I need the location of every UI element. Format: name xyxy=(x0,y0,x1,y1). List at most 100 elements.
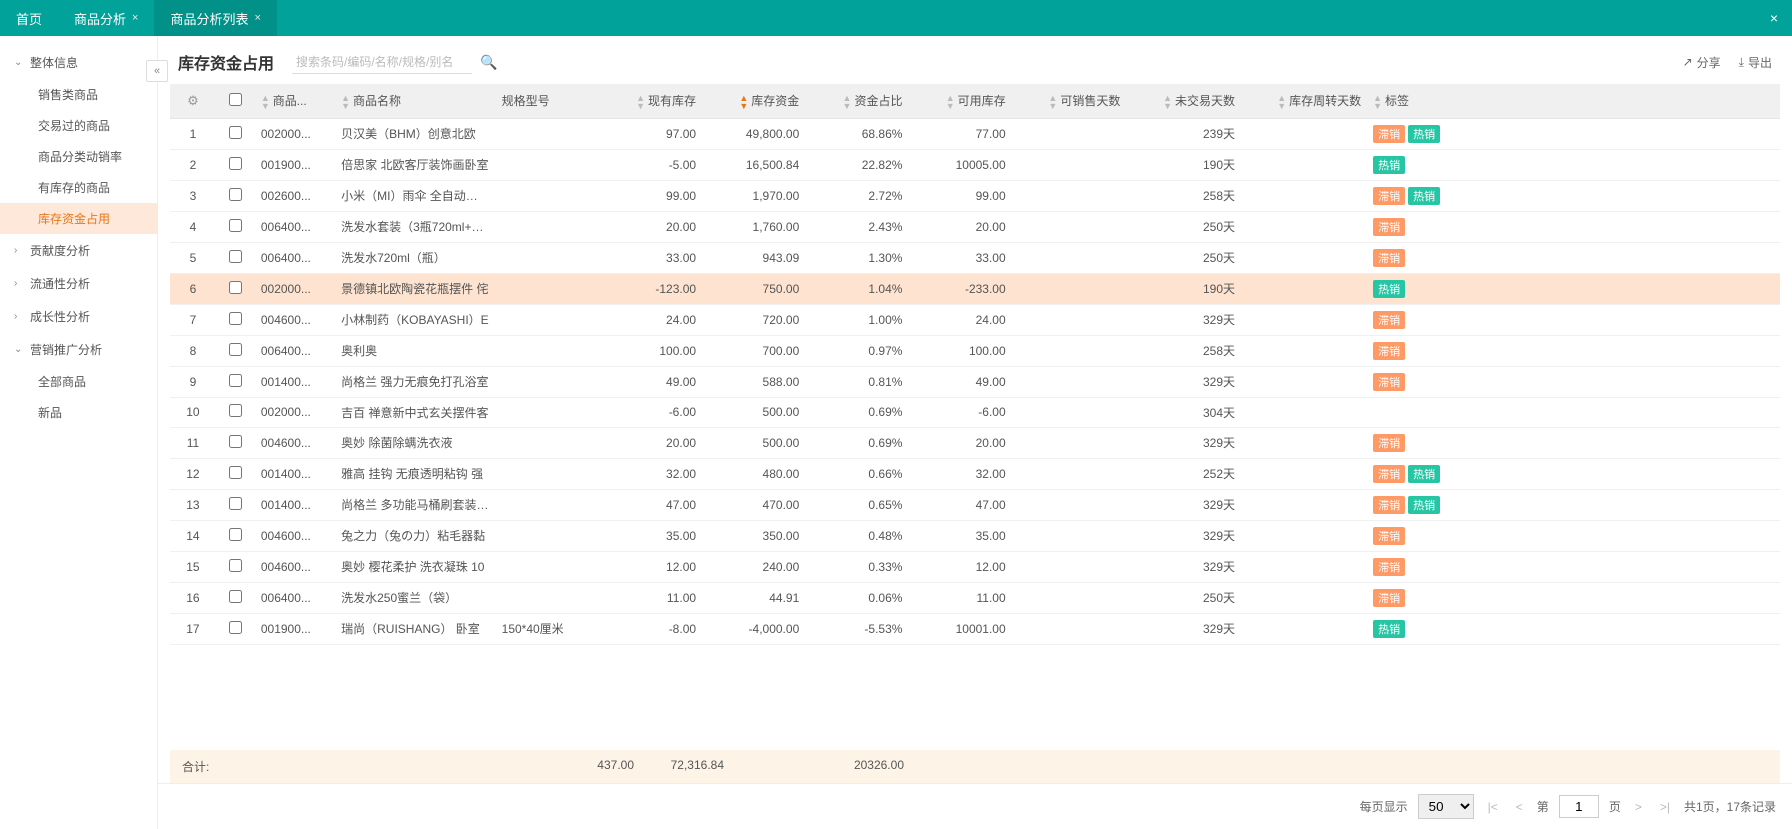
row-checkbox[interactable] xyxy=(229,559,242,572)
row-checkbox[interactable] xyxy=(229,188,242,201)
column-header[interactable]: ▲▼可销售天数 xyxy=(1012,84,1127,118)
column-header[interactable]: ▲▼商品... xyxy=(255,84,335,118)
table-row[interactable]: 9001400...尚格兰 强力无痕免打孔浴室49.00588.000.81%4… xyxy=(170,366,1780,397)
export-button[interactable]: ⤓ 导出 xyxy=(1739,54,1772,71)
close-icon[interactable]: × xyxy=(254,12,260,24)
next-page-button[interactable]: > xyxy=(1631,800,1646,814)
sort-icon[interactable]: ▲▼ xyxy=(843,94,852,110)
cell-tags: 滞销 xyxy=(1367,427,1780,458)
row-checkbox[interactable] xyxy=(229,312,242,325)
table-row[interactable]: 3002600...小米（MI）雨伞 全自动折叠99.001,970.002.7… xyxy=(170,180,1780,211)
table-row[interactable]: 8006400...奥利奥100.00700.000.97%100.00258天… xyxy=(170,335,1780,366)
tab[interactable]: 商品分析× xyxy=(58,0,154,36)
row-checkbox[interactable] xyxy=(229,126,242,139)
cell-name: 尚格兰 强力无痕免打孔浴室 xyxy=(335,366,496,397)
cell-avail: 33.00 xyxy=(908,242,1011,273)
column-header[interactable] xyxy=(216,84,255,118)
sort-icon[interactable]: ▲▼ xyxy=(1277,94,1286,110)
cell-stock: 100.00 xyxy=(599,335,702,366)
table-row[interactable]: 15004600...奥妙 樱花柔护 洗衣凝珠 1012.00240.000.3… xyxy=(170,551,1780,582)
sort-icon[interactable]: ▲▼ xyxy=(341,94,350,110)
sidebar-item[interactable]: 有库存的商品 xyxy=(0,172,157,203)
column-header[interactable]: ▲▼未交易天数 xyxy=(1126,84,1241,118)
search-input[interactable] xyxy=(292,51,472,74)
gear-icon[interactable]: ⚙ xyxy=(187,93,199,108)
table-row[interactable]: 10002000...吉百 禅意新中式玄关摆件客-6.00500.000.69%… xyxy=(170,397,1780,427)
column-header[interactable]: ▲▼现有库存 xyxy=(599,84,702,118)
table-row[interactable]: 16006400...洗发水250蜜兰（袋）11.0044.910.06%11.… xyxy=(170,582,1780,613)
column-header[interactable]: ▲▼库存资金 xyxy=(702,84,805,118)
sidebar-group[interactable]: ›贡献度分析 xyxy=(0,234,157,267)
page-input[interactable] xyxy=(1559,795,1599,818)
tab[interactable]: 商品分析列表× xyxy=(154,0,276,36)
row-index: 14 xyxy=(170,520,216,551)
row-checkbox[interactable] xyxy=(229,219,242,232)
sidebar-group[interactable]: ⌄营销推广分析 xyxy=(0,333,157,366)
row-checkbox[interactable] xyxy=(229,374,242,387)
row-checkbox[interactable] xyxy=(229,157,242,170)
table-row[interactable]: 11004600...奥妙 除菌除螨洗衣液20.00500.000.69%20.… xyxy=(170,427,1780,458)
column-header[interactable]: ▲▼商品名称 xyxy=(335,84,496,118)
column-header[interactable]: 规格型号 xyxy=(496,84,599,118)
tag: 滞销 xyxy=(1373,589,1405,607)
column-header[interactable]: ▲▼可用库存 xyxy=(908,84,1011,118)
sort-icon[interactable]: ▲▼ xyxy=(946,94,955,110)
table-row[interactable]: 13001400...尚格兰 多功能马桶刷套装 男47.00470.000.65… xyxy=(170,489,1780,520)
cell-stock: 49.00 xyxy=(599,366,702,397)
select-all-checkbox[interactable] xyxy=(229,93,242,106)
sort-icon[interactable]: ▲▼ xyxy=(1163,94,1172,110)
row-checkbox[interactable] xyxy=(229,621,242,634)
row-checkbox[interactable] xyxy=(229,435,242,448)
total-cell: 72,316.84 xyxy=(640,758,730,775)
table-row[interactable]: 17001900...瑞尚（RUISHANG） 卧室150*40厘米-8.00-… xyxy=(170,613,1780,644)
cell-code: 004600... xyxy=(255,304,335,335)
row-checkbox[interactable] xyxy=(229,404,242,417)
per-page-select[interactable]: 50 xyxy=(1418,794,1474,819)
sort-icon[interactable]: ▲▼ xyxy=(1048,94,1057,110)
sidebar-item[interactable]: 交易过的商品 xyxy=(0,110,157,141)
table-row[interactable]: 6002000...景德镇北欧陶瓷花瓶摆件 侘-123.00750.001.04… xyxy=(170,273,1780,304)
sort-icon[interactable]: ▲▼ xyxy=(1373,94,1382,110)
cell-spec xyxy=(496,427,599,458)
sidebar-item[interactable]: 库存资金占用 xyxy=(0,203,157,234)
table-row[interactable]: 12001400...雅高 挂钩 无痕透明粘钩 强32.00480.000.66… xyxy=(170,458,1780,489)
row-checkbox[interactable] xyxy=(229,497,242,510)
column-header[interactable]: ▲▼库存周转天数 xyxy=(1241,84,1367,118)
search-icon[interactable]: 🔍 xyxy=(480,54,497,71)
sidebar-group[interactable]: ›流通性分析 xyxy=(0,267,157,300)
table-row[interactable]: 1002000...贝汉美（BHM）创意北欧97.0049,800.0068.8… xyxy=(170,118,1780,149)
cell-noTrade: 258天 xyxy=(1126,335,1241,366)
topbar-close-icon[interactable]: × xyxy=(1764,0,1784,36)
sort-icon[interactable]: ▲▼ xyxy=(739,94,748,110)
table-row[interactable]: 2001900...倍思家 北欧客厅装饰画卧室-5.0016,500.8422.… xyxy=(170,149,1780,180)
row-checkbox[interactable] xyxy=(229,466,242,479)
sidebar-group[interactable]: ›成长性分析 xyxy=(0,300,157,333)
table-row[interactable]: 4006400...洗发水套装（3瓶720ml+1）20.001,760.002… xyxy=(170,211,1780,242)
row-checkbox[interactable] xyxy=(229,590,242,603)
cell-noTrade: 252天 xyxy=(1126,458,1241,489)
cell-avail: 24.00 xyxy=(908,304,1011,335)
sort-icon[interactable]: ▲▼ xyxy=(261,94,270,110)
table-row[interactable]: 7004600...小林制药（KOBAYASHI）E24.00720.001.0… xyxy=(170,304,1780,335)
prev-page-button[interactable]: < xyxy=(1512,800,1527,814)
sidebar-item[interactable]: 商品分类动销率 xyxy=(0,141,157,172)
last-page-button[interactable]: >| xyxy=(1656,800,1674,814)
column-header[interactable]: ⚙ xyxy=(170,84,216,118)
row-checkbox[interactable] xyxy=(229,250,242,263)
sidebar-item[interactable]: 新品 xyxy=(0,397,157,428)
tab[interactable]: 首页 xyxy=(0,0,58,36)
close-icon[interactable]: × xyxy=(132,12,138,24)
sort-icon[interactable]: ▲▼ xyxy=(636,94,645,110)
first-page-button[interactable]: |< xyxy=(1484,800,1502,814)
table-row[interactable]: 14004600...兔之力（兔の力）粘毛器黏35.00350.000.48%3… xyxy=(170,520,1780,551)
share-button[interactable]: ↗ 分享 xyxy=(1683,54,1721,71)
sidebar-item[interactable]: 全部商品 xyxy=(0,366,157,397)
sidebar-group[interactable]: ⌄整体信息 xyxy=(0,46,157,79)
table-row[interactable]: 5006400...洗发水720ml（瓶）33.00943.091.30%33.… xyxy=(170,242,1780,273)
row-checkbox[interactable] xyxy=(229,343,242,356)
row-checkbox[interactable] xyxy=(229,528,242,541)
row-checkbox[interactable] xyxy=(229,281,242,294)
column-header[interactable]: ▲▼标签 xyxy=(1367,84,1780,118)
column-header[interactable]: ▲▼资金占比 xyxy=(805,84,908,118)
sidebar-item[interactable]: 销售类商品 xyxy=(0,79,157,110)
